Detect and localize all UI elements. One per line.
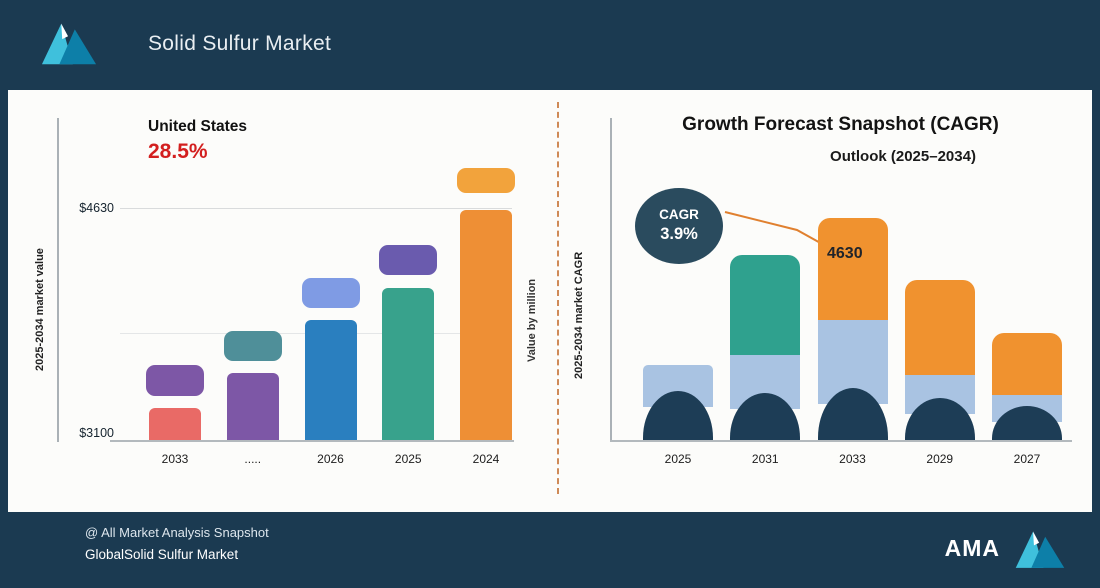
gridline-upper [120,208,512,209]
cagr-badge-label: CAGR [659,207,699,223]
x-axis-tick-label: 2025 [664,452,692,466]
footer-ama-logo-icon [1015,531,1065,568]
left-y-axis-label: 2025-2034 market value [34,248,46,372]
footer-brand: AMA [945,528,1066,568]
header: Solid Sulfur Market [0,0,1100,88]
right-x-axis-line [610,440,1072,442]
x-axis-tick-label: 2033 [161,452,189,466]
page-title: Solid Sulfur Market [148,32,332,55]
footer-line2: GlobalSolid Sulfur Market [85,547,239,562]
right-y-axis-label: 2025-2034 market CAGR [573,251,585,379]
y-tick-3100: $3100 [79,426,114,440]
stacked-bar-column-2027: 2027 [992,333,1062,466]
bar [460,210,512,440]
panel-divider-dashed-line [557,102,559,494]
bar-segment-teal-top [730,255,801,355]
bar-segment-orange-top [817,218,888,320]
stacked-bar-column-2033: 2033 [817,218,888,466]
bar-column-2024: 2024 [457,168,515,466]
stacked-bar-column-2025: 2025 [643,365,713,466]
bar-cap [301,278,360,308]
stacked-bar-column-2029: 2029 [904,280,975,466]
value-by-million-label: Value by million [526,278,538,362]
cagr-badge: CAGR 3.9% [635,188,723,264]
x-axis-tick-label: 2033 [839,452,866,466]
footer-text-block: @ All Market Analysis Snapshot GlobalSol… [85,525,269,562]
left-bars-row: 2033..... 2026 2025 2024 [146,168,515,466]
left-chart-highlight-value: 28.5% [148,140,208,163]
right-chart-title: Growth Forecast Snapshot (CAGR) [682,114,999,135]
x-axis-tick-label: 2026 [317,452,344,466]
cagr-badge-value: 3.9% [660,225,698,244]
bar-segment-orange-top [904,280,975,375]
bar-cap [379,245,438,275]
bar-column-2033: 2033 [146,365,204,466]
right-bars-row: 2025 2031 2033 2029 2027 [643,218,1062,466]
bar-column-2026: 2026 [301,278,360,466]
bar-column-2025: 2025 [379,245,438,466]
x-axis-tick-label: 2027 [1013,452,1041,466]
footer-line1: @ All Market Analysis Snapshot [85,525,269,540]
left-x-axis-line [110,440,514,442]
bar-value-annotation: 4630 [827,245,863,262]
bar [149,408,201,440]
x-axis-tick-label: 2024 [472,452,500,466]
y-tick-4630: $4630 [79,201,114,215]
x-axis-tick-label: 2025 [394,452,422,466]
right-chart-subtitle: Outlook (2025–2034) [830,148,976,165]
bar-segment-orange-top [992,333,1062,395]
ama-logo-icon [40,19,98,70]
x-axis-tick-label: ..... [244,452,262,466]
right-y-axis-line [610,118,612,442]
left-y-axis-line [57,118,59,442]
bar [304,320,357,440]
ama-logo-svg [41,23,97,64]
right-chart-panel: Growth Forecast Snapshot (CAGR) Outlook … [565,90,1092,512]
bar-column-dotdotdotdotdot: ..... [223,331,282,466]
bar [226,373,279,440]
left-chart-title: United States [148,118,248,135]
footer: @ All Market Analysis Snapshot GlobalSol… [0,512,1100,588]
footer-brand-text: AMA [944,534,1000,561]
bar [382,288,435,440]
bar-cap [146,365,204,396]
bar-cap [223,331,282,361]
bar-cap [457,168,515,193]
x-axis-tick-label: 2031 [751,452,779,466]
stacked-bar-column-2031: 2031 [730,255,801,466]
content-card: 2025-2034 market value United States 28.… [8,90,1092,512]
x-axis-tick-label: 2029 [926,452,954,466]
left-chart-panel: 2025-2034 market value United States 28.… [8,90,557,512]
